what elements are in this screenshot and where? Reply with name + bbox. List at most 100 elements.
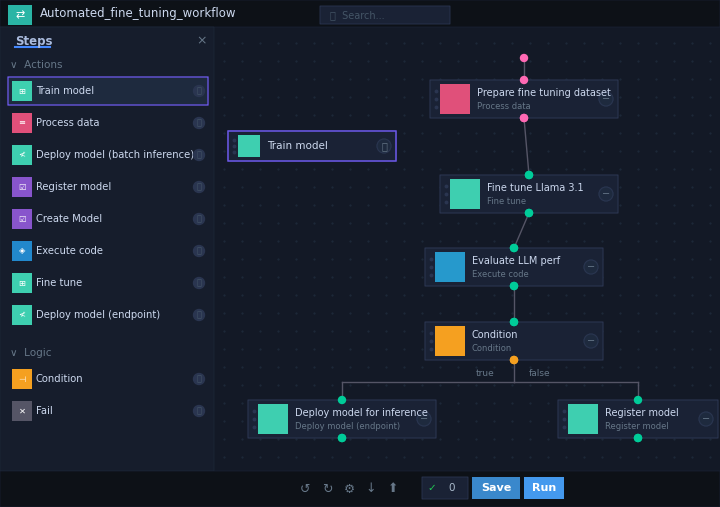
Text: ◈: ◈ [19, 246, 25, 256]
Text: ·: · [222, 9, 225, 19]
Text: ⚙: ⚙ [343, 483, 355, 495]
FancyBboxPatch shape [0, 0, 720, 27]
Circle shape [584, 334, 598, 348]
Text: Evaluate LLM perf: Evaluate LLM perf [472, 257, 560, 266]
Circle shape [526, 209, 533, 216]
FancyBboxPatch shape [12, 177, 32, 197]
Circle shape [599, 92, 613, 106]
Text: Condition: Condition [36, 374, 84, 384]
Text: Execute code: Execute code [36, 246, 103, 256]
Text: true: true [476, 370, 495, 379]
Text: ⓘ: ⓘ [381, 141, 387, 151]
FancyBboxPatch shape [435, 252, 465, 282]
Circle shape [194, 86, 204, 96]
FancyBboxPatch shape [238, 135, 260, 157]
Text: ⓘ: ⓘ [197, 183, 202, 192]
Text: ⓘ: ⓘ [197, 151, 202, 160]
Text: ≮: ≮ [19, 310, 25, 319]
FancyBboxPatch shape [568, 404, 598, 434]
Text: −: − [587, 262, 595, 272]
Text: Deploy model (endpoint): Deploy model (endpoint) [295, 422, 400, 431]
Text: ⓘ: ⓘ [197, 375, 202, 383]
FancyBboxPatch shape [425, 322, 603, 360]
Circle shape [634, 434, 642, 442]
Text: Steps: Steps [15, 34, 53, 48]
Text: ↻: ↻ [322, 483, 332, 495]
Text: ≡: ≡ [19, 119, 25, 127]
FancyBboxPatch shape [8, 5, 32, 25]
FancyBboxPatch shape [248, 400, 436, 438]
Text: ☑: ☑ [18, 183, 26, 192]
FancyBboxPatch shape [12, 401, 32, 421]
Circle shape [521, 115, 528, 122]
FancyBboxPatch shape [12, 369, 32, 389]
Circle shape [510, 318, 518, 325]
FancyBboxPatch shape [558, 400, 718, 438]
Circle shape [194, 213, 204, 225]
FancyBboxPatch shape [12, 81, 32, 101]
FancyBboxPatch shape [524, 477, 564, 499]
Circle shape [521, 54, 528, 61]
Text: Create Model: Create Model [36, 214, 102, 224]
Text: Fine tune: Fine tune [36, 278, 82, 288]
Text: ⊣: ⊣ [19, 375, 26, 383]
Text: −: − [602, 189, 610, 199]
FancyBboxPatch shape [12, 113, 32, 133]
FancyBboxPatch shape [12, 273, 32, 293]
Circle shape [599, 187, 613, 201]
Text: Prepare fine tuning dataset: Prepare fine tuning dataset [477, 88, 611, 98]
Text: Deploy model (batch inference): Deploy model (batch inference) [36, 150, 194, 160]
Text: ×: × [197, 34, 207, 48]
Text: ⓘ: ⓘ [197, 310, 202, 319]
Circle shape [194, 406, 204, 416]
Text: ⓘ: ⓘ [197, 407, 202, 416]
Circle shape [634, 396, 642, 404]
FancyBboxPatch shape [12, 209, 32, 229]
Circle shape [194, 150, 204, 161]
Text: Execute code: Execute code [472, 270, 528, 279]
Circle shape [338, 396, 346, 404]
Text: Fine tune Llama 3.1: Fine tune Llama 3.1 [487, 184, 584, 193]
Text: −: − [587, 336, 595, 346]
Circle shape [510, 282, 518, 289]
Circle shape [417, 412, 431, 426]
Circle shape [526, 209, 533, 216]
Text: ⇄: ⇄ [15, 10, 24, 20]
Circle shape [510, 244, 518, 251]
Text: Register model: Register model [605, 408, 679, 418]
Circle shape [194, 309, 204, 320]
Text: Fine tune: Fine tune [487, 197, 526, 206]
Text: −: − [702, 414, 710, 424]
Circle shape [338, 434, 346, 442]
Circle shape [584, 260, 598, 274]
FancyBboxPatch shape [440, 175, 618, 213]
Text: ⊞: ⊞ [19, 278, 25, 287]
Text: 0: 0 [449, 483, 455, 493]
Text: ⓘ: ⓘ [197, 119, 202, 127]
Circle shape [338, 434, 346, 442]
Text: ∨  Logic: ∨ Logic [10, 348, 52, 358]
Text: ✕: ✕ [19, 407, 25, 416]
Text: Fail: Fail [36, 406, 53, 416]
Text: 🔍  Search...: 🔍 Search... [330, 10, 384, 20]
FancyBboxPatch shape [0, 27, 214, 471]
Circle shape [510, 356, 518, 364]
Text: ↺: ↺ [300, 483, 310, 495]
Text: ⓘ: ⓘ [197, 246, 202, 256]
Circle shape [526, 171, 533, 178]
Circle shape [510, 244, 518, 251]
Text: ✓: ✓ [428, 483, 436, 493]
Text: ☑: ☑ [18, 214, 26, 224]
Text: Deploy model for inference: Deploy model for inference [295, 408, 428, 418]
Text: Train model: Train model [267, 141, 328, 151]
FancyBboxPatch shape [430, 80, 618, 118]
Text: false: false [529, 370, 551, 379]
Circle shape [510, 318, 518, 325]
Circle shape [510, 282, 518, 289]
Circle shape [194, 118, 204, 128]
Text: Automated_fine_tuning_workflow: Automated_fine_tuning_workflow [40, 8, 236, 20]
FancyBboxPatch shape [258, 404, 288, 434]
FancyBboxPatch shape [12, 241, 32, 261]
Circle shape [377, 139, 391, 153]
Text: Save: Save [481, 483, 511, 493]
